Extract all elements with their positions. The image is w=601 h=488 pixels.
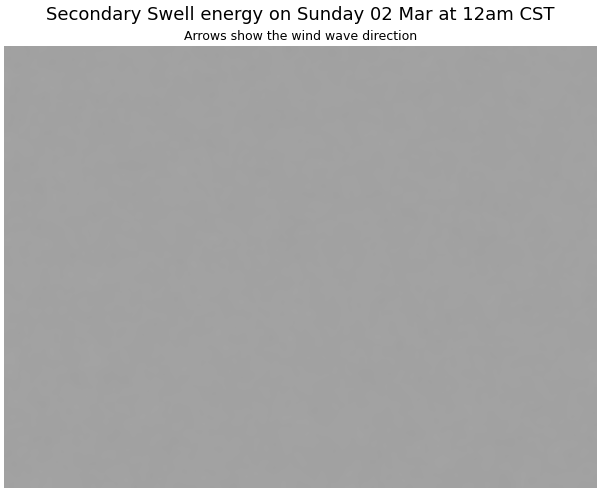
Text: Arrows show the wind wave direction: Arrows show the wind wave direction [184, 30, 417, 42]
Text: Secondary Swell energy on Sunday 02 Mar at 12am CST: Secondary Swell energy on Sunday 02 Mar … [46, 6, 555, 24]
